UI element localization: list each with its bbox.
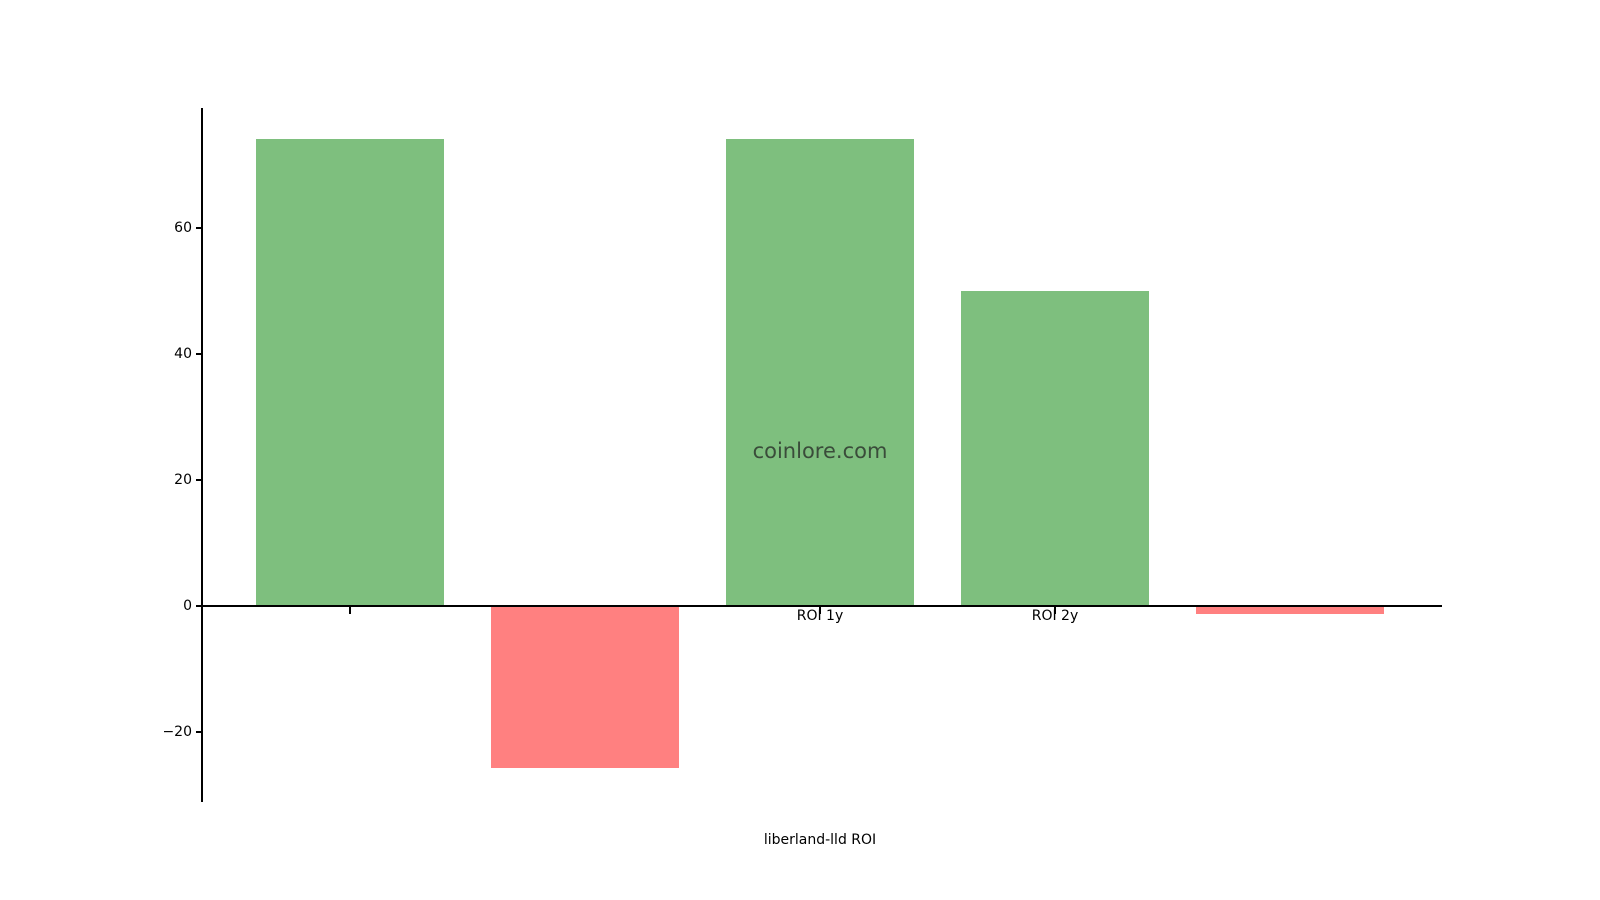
y-tick-label: 0: [183, 598, 192, 614]
x-axis-zero-line: [201, 605, 1442, 607]
y-tick: [195, 731, 202, 733]
y-tick-label: −20: [162, 724, 192, 740]
bar-roi-2y: [961, 291, 1149, 606]
y-tick: [195, 227, 202, 229]
y-axis-spine: [201, 108, 203, 802]
y-tick: [195, 605, 202, 607]
bar-col-2: [491, 606, 679, 768]
x-tick: [1054, 606, 1056, 614]
x-tick-label: ROI 1y: [796, 607, 844, 624]
x-tick: [349, 606, 351, 614]
y-tick-label: 40: [174, 346, 192, 362]
watermark: coinlore.com: [752, 439, 888, 463]
y-tick-label: 20: [174, 472, 192, 488]
y-tick: [195, 353, 202, 355]
bar-col-1: [256, 139, 444, 606]
bar-col-5: [1196, 606, 1384, 614]
y-tick-label: 60: [174, 220, 192, 236]
x-tick: [819, 606, 821, 614]
chart-xlabel: liberland-lld ROI: [763, 832, 877, 848]
x-tick-label: ROI 2y: [1031, 607, 1079, 624]
y-tick: [195, 479, 202, 481]
bar-roi-1y: [726, 139, 914, 606]
